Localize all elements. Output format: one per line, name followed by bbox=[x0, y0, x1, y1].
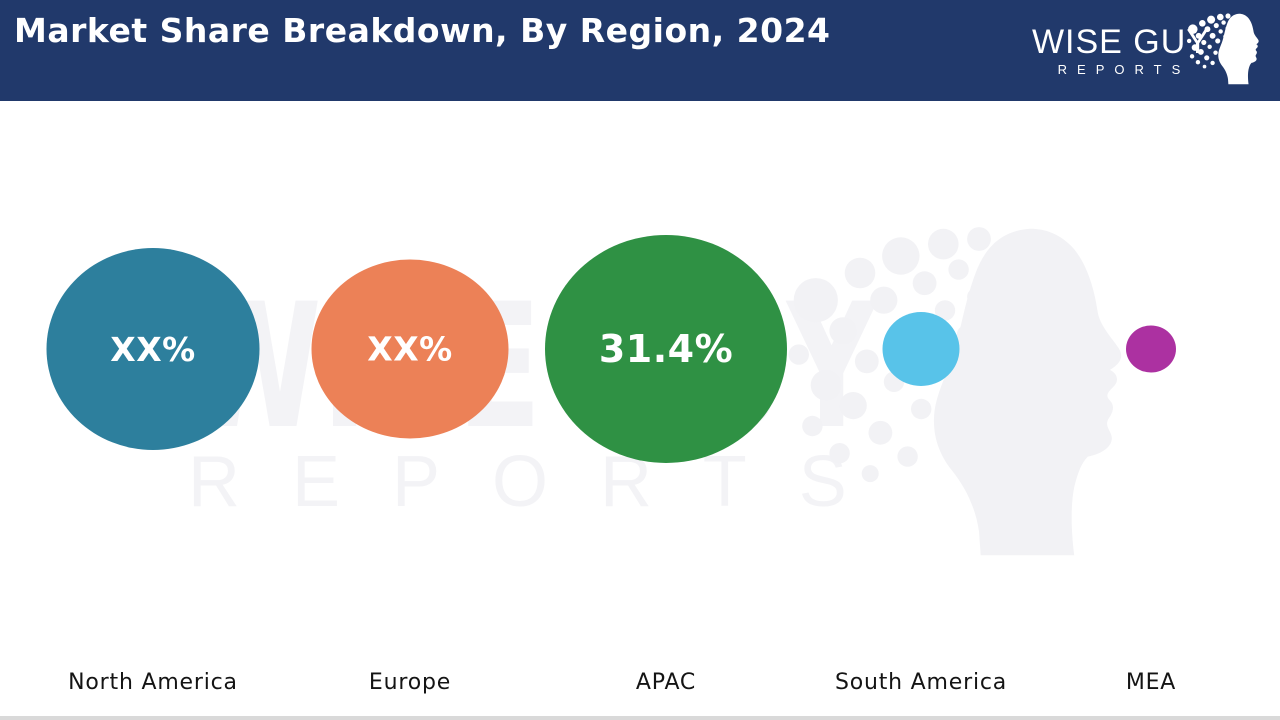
category-label-europe: Europe bbox=[368, 670, 452, 695]
bubble-value-label: XX% bbox=[110, 329, 196, 369]
header: Market Share Breakdown, By Region, 2024 … bbox=[0, 0, 1280, 101]
logo-subtitle: REPORTS bbox=[1057, 61, 1191, 77]
bubble-north-america: XX% bbox=[46, 248, 260, 450]
category-label-mea: MEA bbox=[1125, 670, 1177, 695]
watermark-head-icon bbox=[788, 227, 1122, 556]
page-title: Market Share Breakdown, By Region, 2024 bbox=[14, 11, 831, 50]
logo-text: WISE GUY REPORTS bbox=[1032, 25, 1210, 76]
bubble-south-america bbox=[882, 312, 960, 386]
category-label-apac: APAC bbox=[635, 670, 697, 695]
bubble-europe: XX% bbox=[311, 259, 509, 439]
category-label-north-america: North America bbox=[68, 670, 238, 695]
bubble-apac: 31.4% bbox=[545, 235, 787, 463]
wise-guy-head-icon bbox=[1186, 13, 1259, 85]
wise-guy-logo: WISE GUY REPORTS bbox=[1032, 4, 1272, 96]
bubble-mea bbox=[1126, 325, 1176, 373]
watermark-subtitle: REPORTS bbox=[188, 442, 899, 522]
bubble-value-label: 31.4% bbox=[598, 327, 734, 371]
bottom-strip bbox=[0, 716, 1280, 720]
category-label-south-america: South America bbox=[834, 670, 1008, 695]
bubble-value-label: XX% bbox=[367, 329, 453, 369]
logo-wordmark: WISE GUY bbox=[1031, 22, 1210, 61]
